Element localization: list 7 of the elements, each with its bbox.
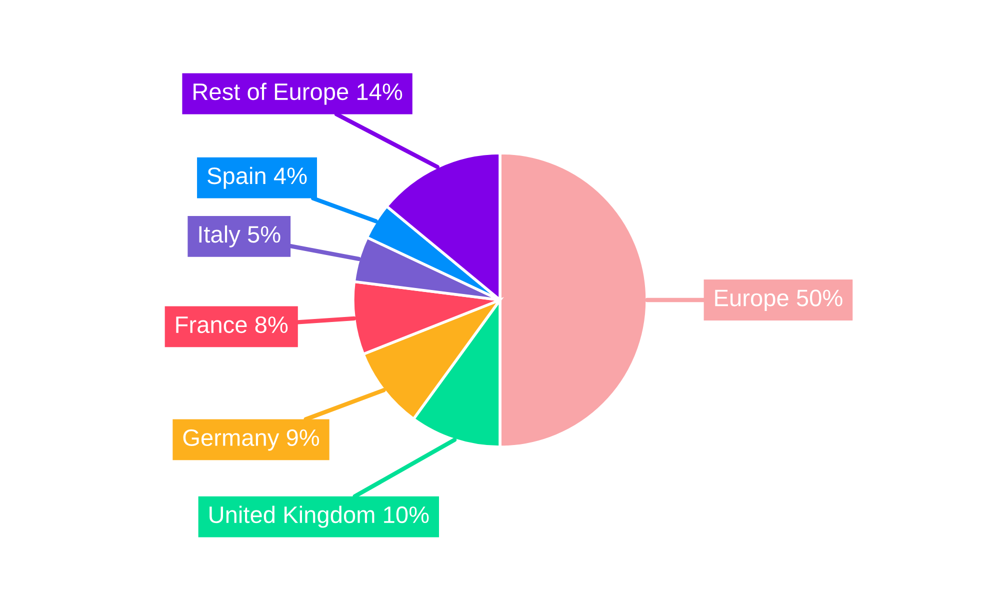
slice-label: Spain 4% [208, 166, 307, 189]
slice-label: France 8% [176, 316, 288, 334]
slice-label: Europe 50% [715, 290, 842, 312]
slice-label: United Kingdom 10% [210, 506, 429, 528]
slice-label: Rest of Europe 14% [194, 82, 402, 105]
slice-label: Germany 9% [183, 429, 320, 451]
slice-label: Italy 5% [199, 225, 280, 248]
